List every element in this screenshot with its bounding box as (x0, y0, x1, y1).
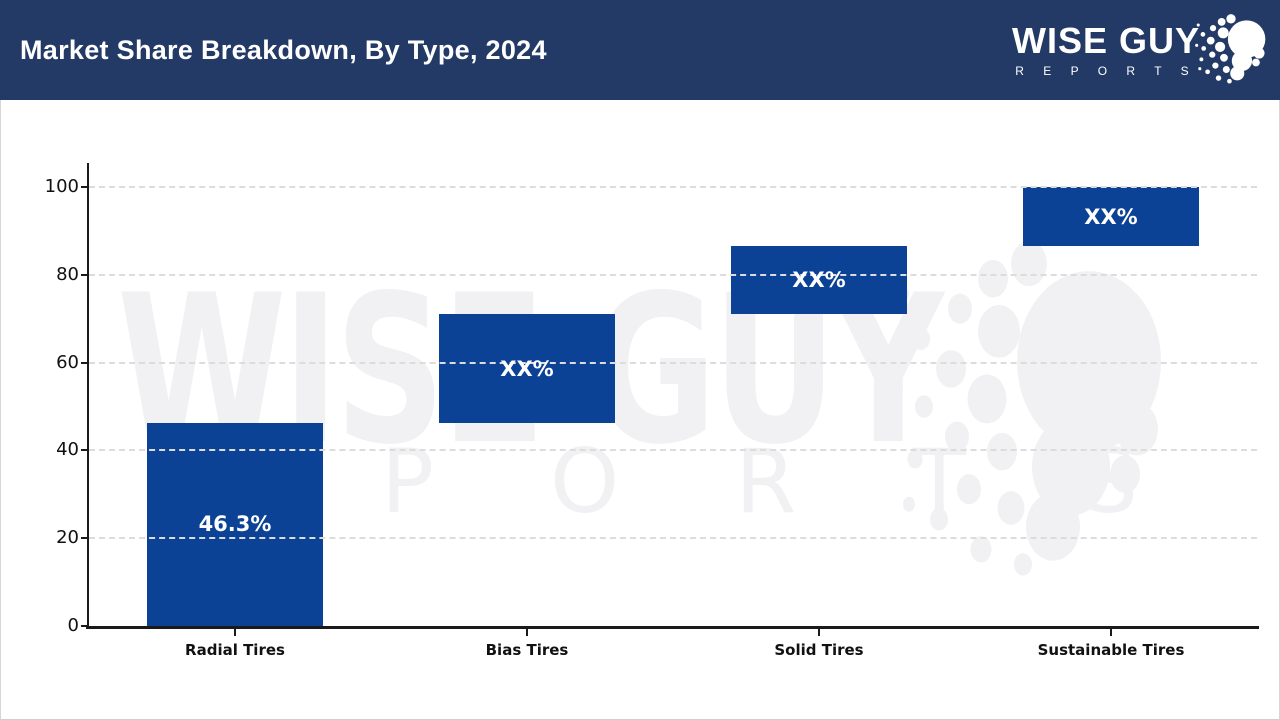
header-bar: Market Share Breakdown, By Type, 2024 WI… (0, 0, 1280, 100)
y-tick-mark-80 (81, 273, 89, 276)
x-axis-spine (86, 626, 1259, 629)
x-tick-label-2: Bias Tires (485, 641, 569, 659)
bar-value-label-1: 46.3% (198, 512, 272, 537)
chart-area: WISE GUY P O R T S 0 20 40 60 80 100 46.3% Radi… (0, 100, 1280, 720)
bar-segment-1 (147, 422, 323, 626)
x-tick-label-1: Radial Tires (185, 641, 285, 659)
bar-segment-3 (731, 246, 907, 315)
y-tick-mark-100 (81, 186, 89, 188)
y-tick-mark-60 (81, 361, 89, 364)
bar-segment-4 (1023, 187, 1199, 247)
x-tick-mark-3 (818, 628, 820, 636)
y-tick-label-0: 0 (67, 615, 79, 636)
wiseguy-head-icon (1195, 14, 1266, 84)
page-title: Market Share Breakdown, By Type, 2024 (20, 34, 547, 65)
gridline-20 (89, 537, 1257, 540)
y-tick-mark-0 (81, 625, 89, 627)
gridline-100 (89, 186, 1257, 188)
bar-value-label-2: XX% (500, 356, 554, 381)
y-tick-label-40: 40 (56, 439, 79, 461)
bar-value-label-3: XX% (792, 268, 846, 293)
y-tick-mark-20 (81, 537, 89, 540)
y-axis-spine (87, 163, 89, 629)
logo-wordmark: WISE GUY (1011, 19, 1200, 61)
bar-value-label-4: XX% (1084, 204, 1138, 229)
x-tick-mark-4 (1110, 628, 1112, 636)
x-tick-mark-1 (234, 628, 236, 636)
bar-segment-2 (439, 314, 615, 423)
gridline-40 (89, 449, 1257, 452)
x-tick-label-4: Sustainable Tires (1037, 641, 1185, 659)
y-tick-label-80: 80 (56, 263, 79, 285)
x-tick-label-3: Solid Tires (774, 641, 864, 659)
logo-subtitle: R E P O R T S (1015, 63, 1197, 78)
wiseguy-logo-text: WISE GUY R E P O R T S (1011, 19, 1200, 78)
y-tick-label-20: 20 (56, 527, 79, 549)
gridline-80 (89, 273, 1257, 276)
x-tick-mark-2 (526, 628, 528, 636)
watermark-head-graphic (891, 241, 1161, 576)
y-tick-label-100: 100 (44, 176, 79, 197)
gridline-60 (89, 361, 1257, 364)
y-tick-label-60: 60 (56, 351, 79, 373)
watermark-text-2: P O R T S (381, 430, 1182, 533)
y-tick-mark-40 (81, 449, 89, 452)
wiseguy-logo: WISE GUY R E P O R T S (1012, 7, 1270, 93)
